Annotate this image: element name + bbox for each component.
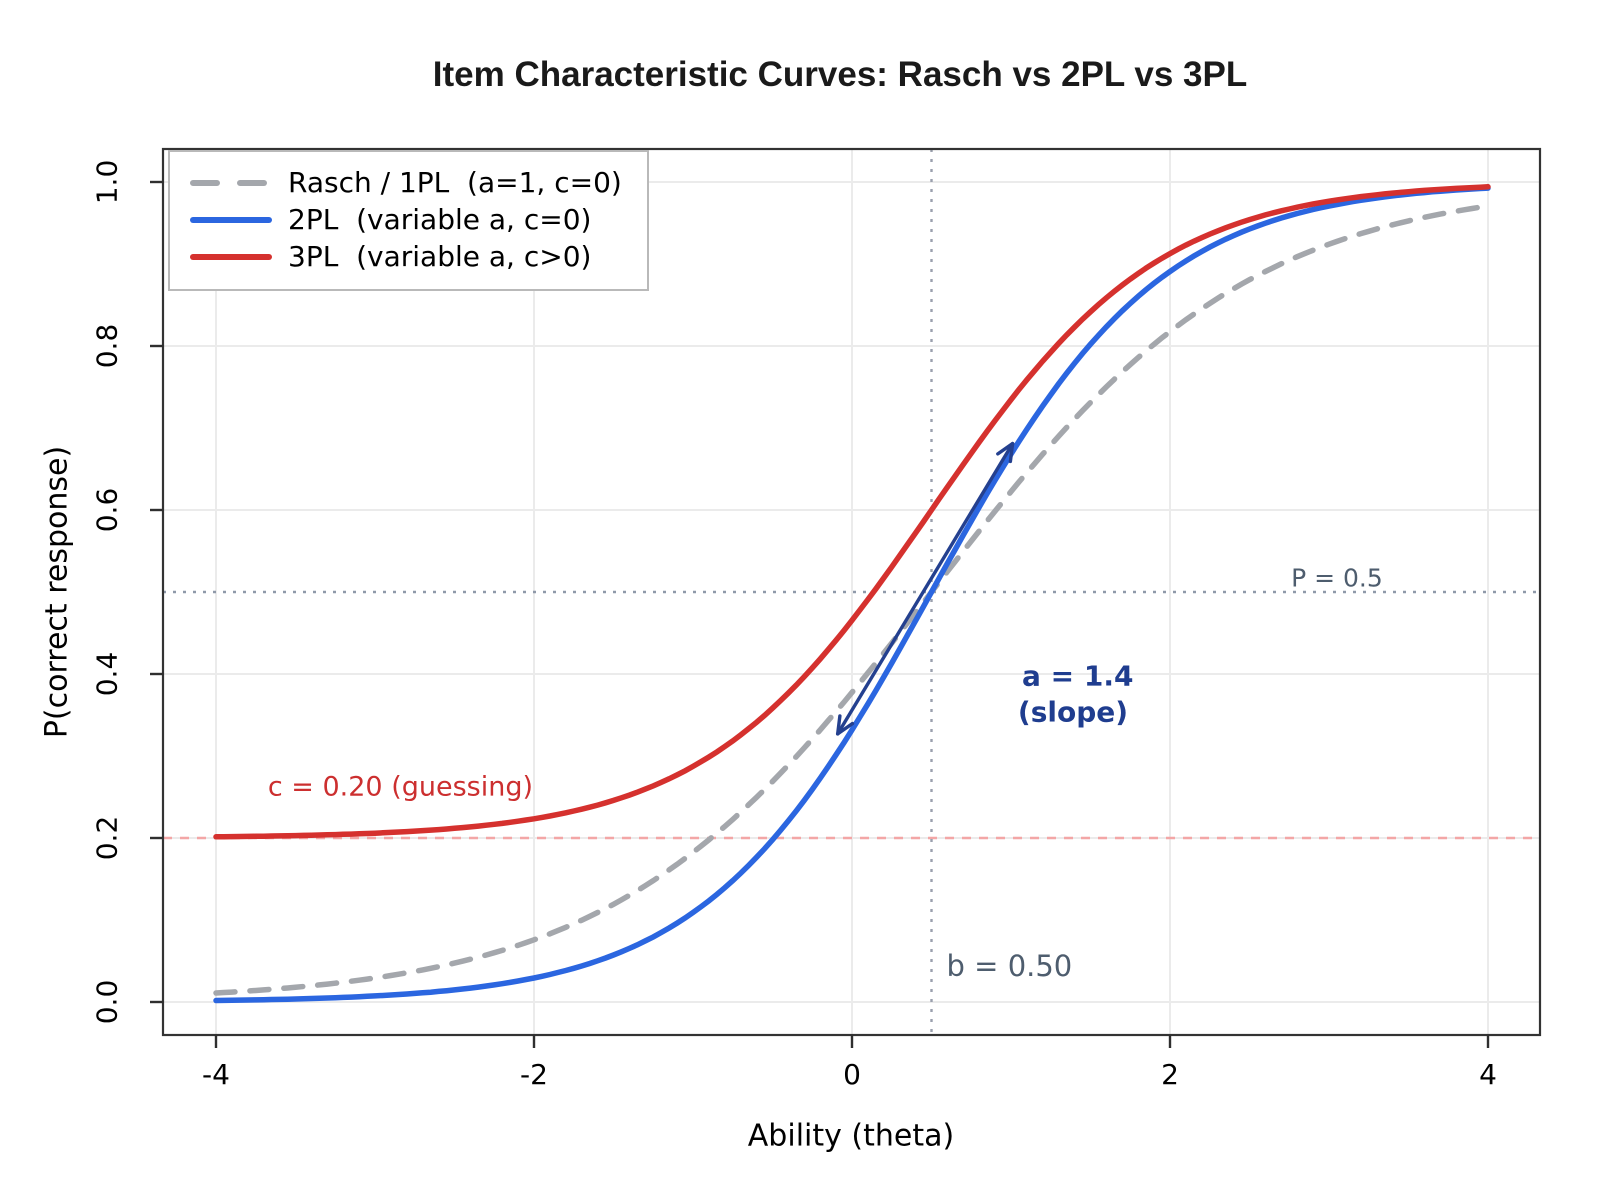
chart-title: Item Characteristic Curves: Rasch vs 2PL… xyxy=(432,55,1248,94)
y-axis-label: P(correct response) xyxy=(39,445,75,739)
x-tick-label: -4 xyxy=(202,1058,230,1091)
legend-line-sample-2pl xyxy=(190,216,272,223)
annotation-slope-word: (slope) xyxy=(1017,695,1129,729)
annotation-p-05: P = 0.5 xyxy=(1291,563,1383,593)
legend-item: 3PL (variable a, c>0) xyxy=(190,238,647,275)
y-tick-label: 0.8 xyxy=(90,323,124,369)
y-tick-label: 1.0 xyxy=(90,159,124,205)
legend-line-sample-3pl xyxy=(190,253,272,260)
annotation-slope-value: a = 1.4 xyxy=(1022,659,1134,693)
x-tick-label: -2 xyxy=(520,1058,548,1091)
legend: Rasch / 1PL (a=1, c=0) 2PL (variable a, … xyxy=(168,150,649,291)
legend-item: Rasch / 1PL (a=1, c=0) xyxy=(190,164,647,201)
legend-label: 3PL (variable a, c>0) xyxy=(288,240,592,273)
y-tick-label: 0.2 xyxy=(90,815,124,861)
y-tick-label: 0.0 xyxy=(90,979,124,1025)
legend-line-sample-rasch xyxy=(190,179,272,186)
y-tick-label: 0.6 xyxy=(90,487,124,533)
legend-label: 2PL (variable a, c=0) xyxy=(288,203,592,236)
x-axis-label: Ability (theta) xyxy=(747,1118,955,1154)
annotation-guessing: c = 0.20 (guessing) xyxy=(267,771,534,803)
y-tick-label: 0.4 xyxy=(90,651,124,697)
x-tick-label: 4 xyxy=(1479,1058,1497,1091)
legend-label: Rasch / 1PL (a=1, c=0) xyxy=(288,166,622,199)
annotation-difficulty: b = 0.50 xyxy=(946,948,1073,983)
legend-item: 2PL (variable a, c=0) xyxy=(190,201,647,238)
x-tick-label: 0 xyxy=(843,1058,861,1091)
x-tick-label: 2 xyxy=(1161,1058,1179,1091)
